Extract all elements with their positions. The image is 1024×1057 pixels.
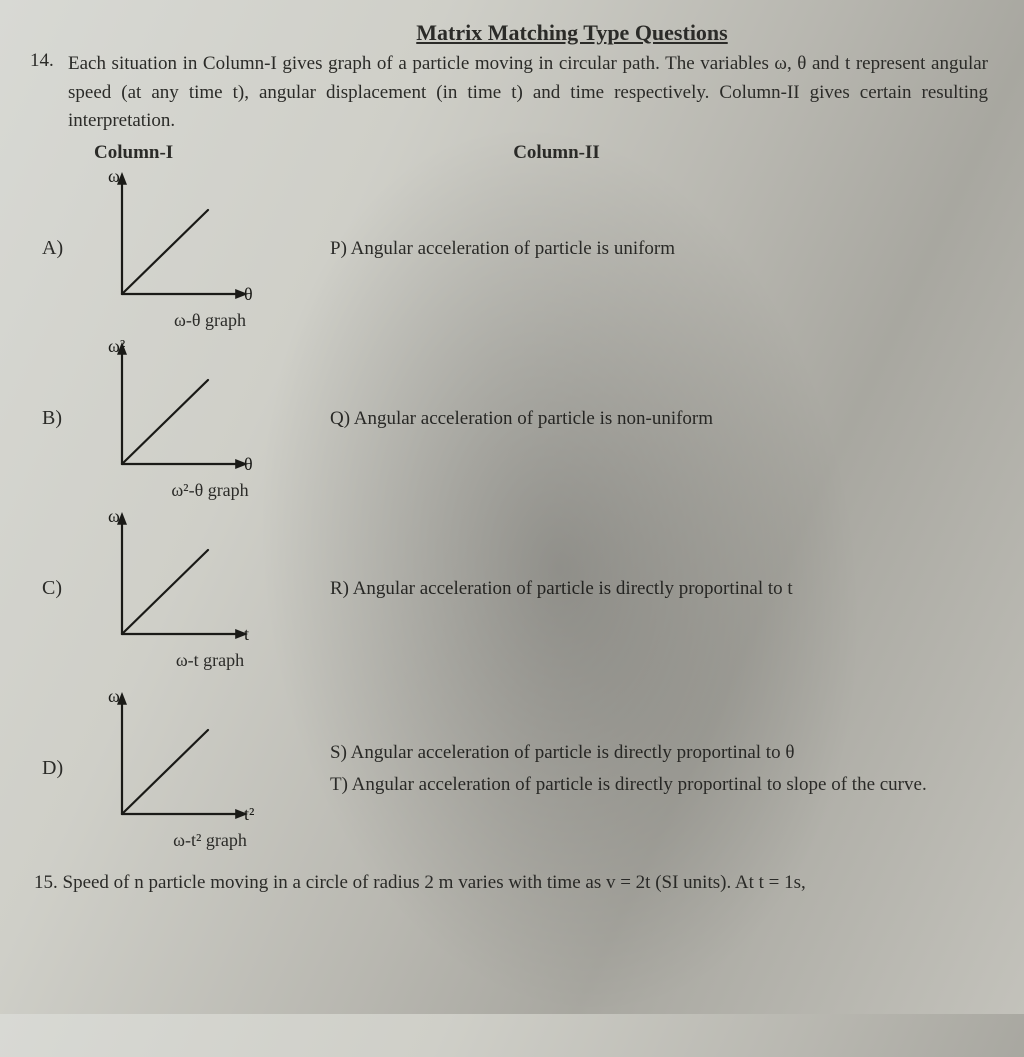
page-title: Matrix Matching Type Questions (150, 20, 994, 46)
svg-text:t: t (244, 624, 249, 644)
graph-d: ω t² ω-t² graph (90, 686, 330, 851)
graph-a-caption: ω-θ graph (90, 310, 330, 331)
label-c: C) (30, 577, 90, 600)
match-row-b: B) ω² θ ω²-θ graph Q) Angular acceleratio… (30, 334, 994, 504)
svg-text:ω²: ω² (108, 336, 125, 356)
graph-a-svg: ωθ (90, 166, 260, 316)
svg-text:θ: θ (244, 454, 253, 474)
graph-d-svg: ω t² (90, 686, 260, 836)
q14-number: 14. (30, 50, 64, 72)
svg-text:ω: ω (108, 166, 120, 186)
match-row-a: A) ωθ ω-θ graph P) Angular acceleration … (30, 164, 994, 334)
column-2-heading: Column-II (513, 142, 600, 164)
option-r: R) Angular acceleration of particle is d… (330, 576, 954, 602)
graph-b-svg: ω² θ (90, 336, 260, 486)
svg-text:ω: ω (108, 506, 120, 526)
q15-number: 15. (34, 872, 58, 893)
label-a: A) (30, 237, 90, 260)
question-14: 14. Each situation in Column-I gives gra… (30, 50, 994, 136)
graph-d-caption: ω-t² graph (90, 830, 330, 851)
graph-b-caption: ω²-θ graph (90, 480, 330, 501)
column-1-heading: Column-I (94, 142, 173, 164)
graph-b: ω² θ ω²-θ graph (90, 336, 330, 501)
question-15: 15. Speed of n particle moving in a circ… (30, 872, 994, 894)
option-t: T) Angular acceleration of particle is d… (330, 772, 954, 798)
label-b: B) (30, 407, 90, 430)
graph-c-svg: ωt (90, 506, 260, 656)
svg-text:t²: t² (244, 804, 254, 824)
svg-text:θ: θ (244, 284, 253, 304)
q14-text: Each situation in Column-I gives graph o… (68, 50, 988, 136)
option-p: P) Angular acceleration of particle is u… (330, 236, 954, 262)
match-row-c: C) ωt ω-t graph R) Angular acceleration … (30, 504, 994, 674)
svg-text:ω: ω (108, 686, 120, 706)
graph-c: ωt ω-t graph (90, 506, 330, 671)
columns-header: Column-I Column-II (30, 142, 994, 164)
label-d: D) (30, 757, 90, 780)
graph-a: ωθ ω-θ graph (90, 166, 330, 331)
graph-c-caption: ω-t graph (90, 650, 330, 671)
option-s: S) Angular acceleration of particle is d… (330, 740, 954, 766)
match-row-d: D) ω t² ω-t² graph S) Angular acceleratio… (30, 674, 994, 864)
option-q: Q) Angular acceleration of particle is n… (330, 406, 954, 432)
q15-text: Speed of n particle moving in a circle o… (63, 872, 806, 893)
